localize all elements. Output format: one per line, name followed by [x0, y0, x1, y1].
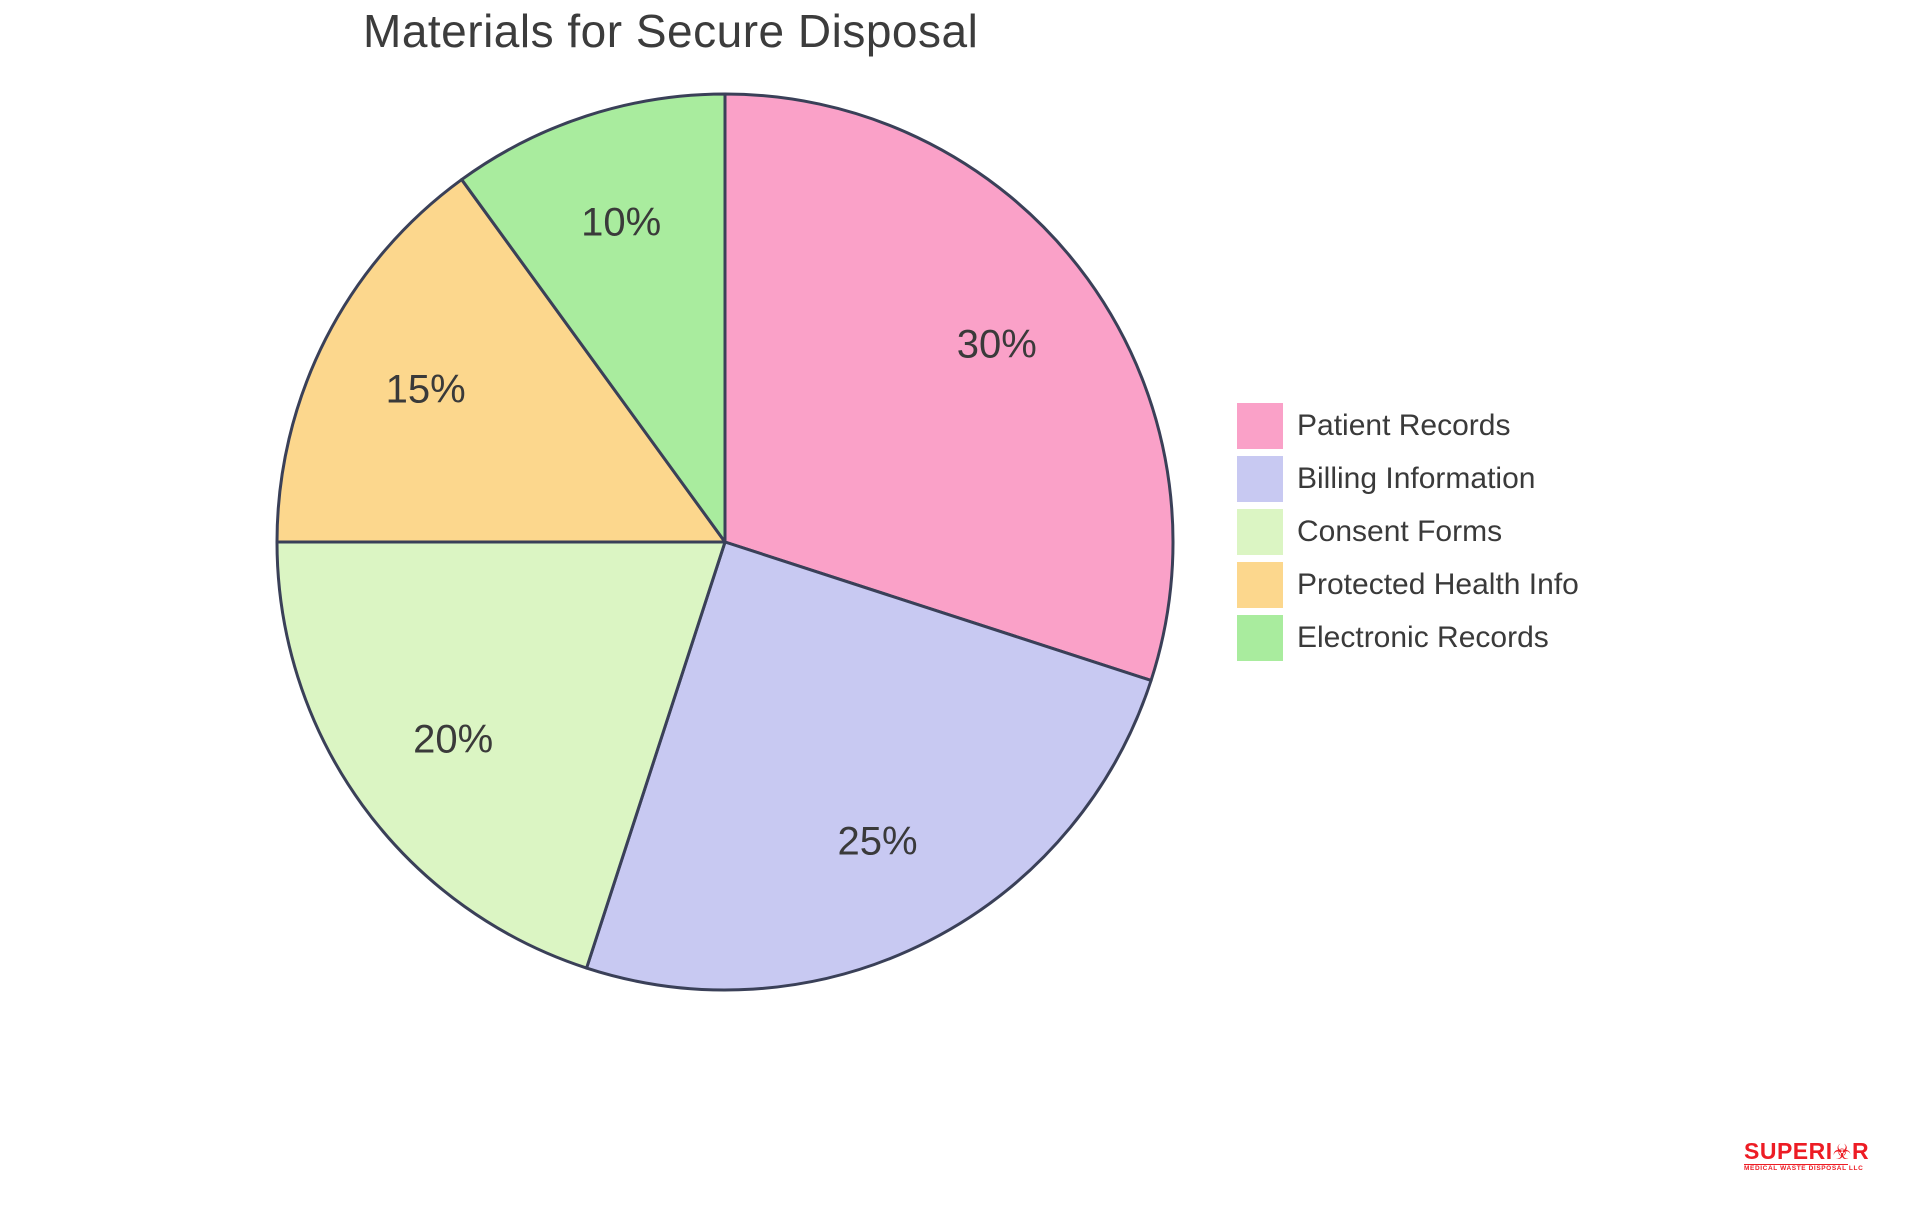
pie-slice-labels: 30% 25% 20% 15% 10% [386, 200, 1037, 863]
legend-swatch [1237, 509, 1283, 555]
biohazard-icon: ☣ [1832, 1141, 1852, 1164]
legend-item: Protected Health Info [1237, 562, 1579, 608]
legend: Patient Records Billing Information Consen… [1237, 403, 1579, 661]
legend-swatch [1237, 562, 1283, 608]
legend-label: Protected Health Info [1297, 568, 1579, 601]
legend-label: Billing Information [1297, 462, 1536, 495]
watermark-logo: SUPERI☣R MEDICAL WASTE DISPOSAL LLC [1744, 1140, 1904, 1173]
pie-slice-consent-forms [275, 540, 727, 970]
chart-title: Materials for Secure Disposal [363, 5, 979, 57]
pie-slice-billing-information [585, 540, 1153, 992]
legend-swatch [1237, 615, 1283, 661]
legend-item: Patient Records [1237, 403, 1579, 449]
pie-slice-label: 30% [957, 323, 1037, 367]
watermark-brand: SUPERI☣R [1744, 1138, 1904, 1164]
legend-label: Electronic Records [1297, 621, 1549, 654]
pie-slice-label: 25% [838, 819, 918, 863]
legend-swatch [1237, 403, 1283, 449]
legend-label: Consent Forms [1297, 515, 1503, 548]
pie-slices [275, 92, 1175, 992]
legend-item: Electronic Records [1237, 615, 1579, 661]
pie-slice-patient-records [723, 92, 1175, 682]
legend-item: Consent Forms [1237, 509, 1579, 555]
pie-slice-electronic-records [460, 92, 727, 544]
pie-slice-label: 10% [581, 200, 661, 244]
watermark-tagline: MEDICAL WASTE DISPOSAL LLC [1744, 1164, 1864, 1172]
watermark-brand-suffix: R [1851, 1138, 1870, 1164]
pie-slice-protected-health-info [275, 178, 727, 544]
legend-item: Billing Information [1237, 456, 1579, 502]
pie-slice-label: 20% [413, 717, 493, 761]
watermark-brand-prefix: SUPERI [1744, 1138, 1833, 1164]
legend-swatch [1237, 456, 1283, 502]
pie-slice-label: 15% [386, 367, 466, 411]
legend-label: Patient Records [1297, 409, 1511, 442]
